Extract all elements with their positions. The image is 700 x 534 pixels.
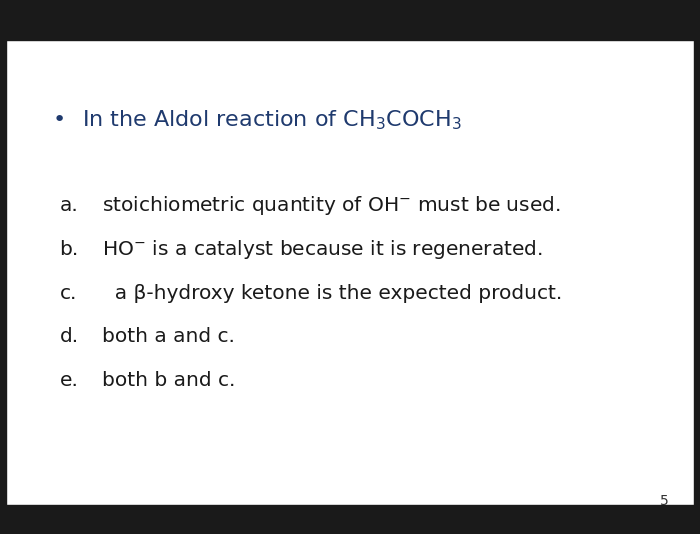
Text: a.: a. (60, 196, 78, 215)
Text: b.: b. (60, 240, 78, 259)
Text: e.: e. (60, 371, 78, 390)
Text: In the Aldol reaction of $\mathregular{CH_3COCH_3}$: In the Aldol reaction of $\mathregular{C… (82, 108, 461, 132)
Bar (694, 0, 700, 534)
Text: 5: 5 (659, 494, 668, 508)
Bar (0, 505, 700, 534)
Bar (0, 0, 700, 40)
Bar (0, 0, 6, 534)
Text: •: • (52, 110, 66, 130)
Text: HO$^{-}$ is a catalyst because it is regenerated.: HO$^{-}$ is a catalyst because it is reg… (102, 238, 542, 261)
Text: both b and c.: both b and c. (102, 371, 235, 390)
Text: c.: c. (60, 284, 77, 303)
Text: both a and c.: both a and c. (102, 327, 235, 347)
Text: a β-hydroxy ketone is the expected product.: a β-hydroxy ketone is the expected produ… (102, 284, 561, 303)
Text: stoichiometric quantity of OH$^{-}$ must be used.: stoichiometric quantity of OH$^{-}$ must… (102, 194, 560, 217)
Text: d.: d. (60, 327, 78, 347)
